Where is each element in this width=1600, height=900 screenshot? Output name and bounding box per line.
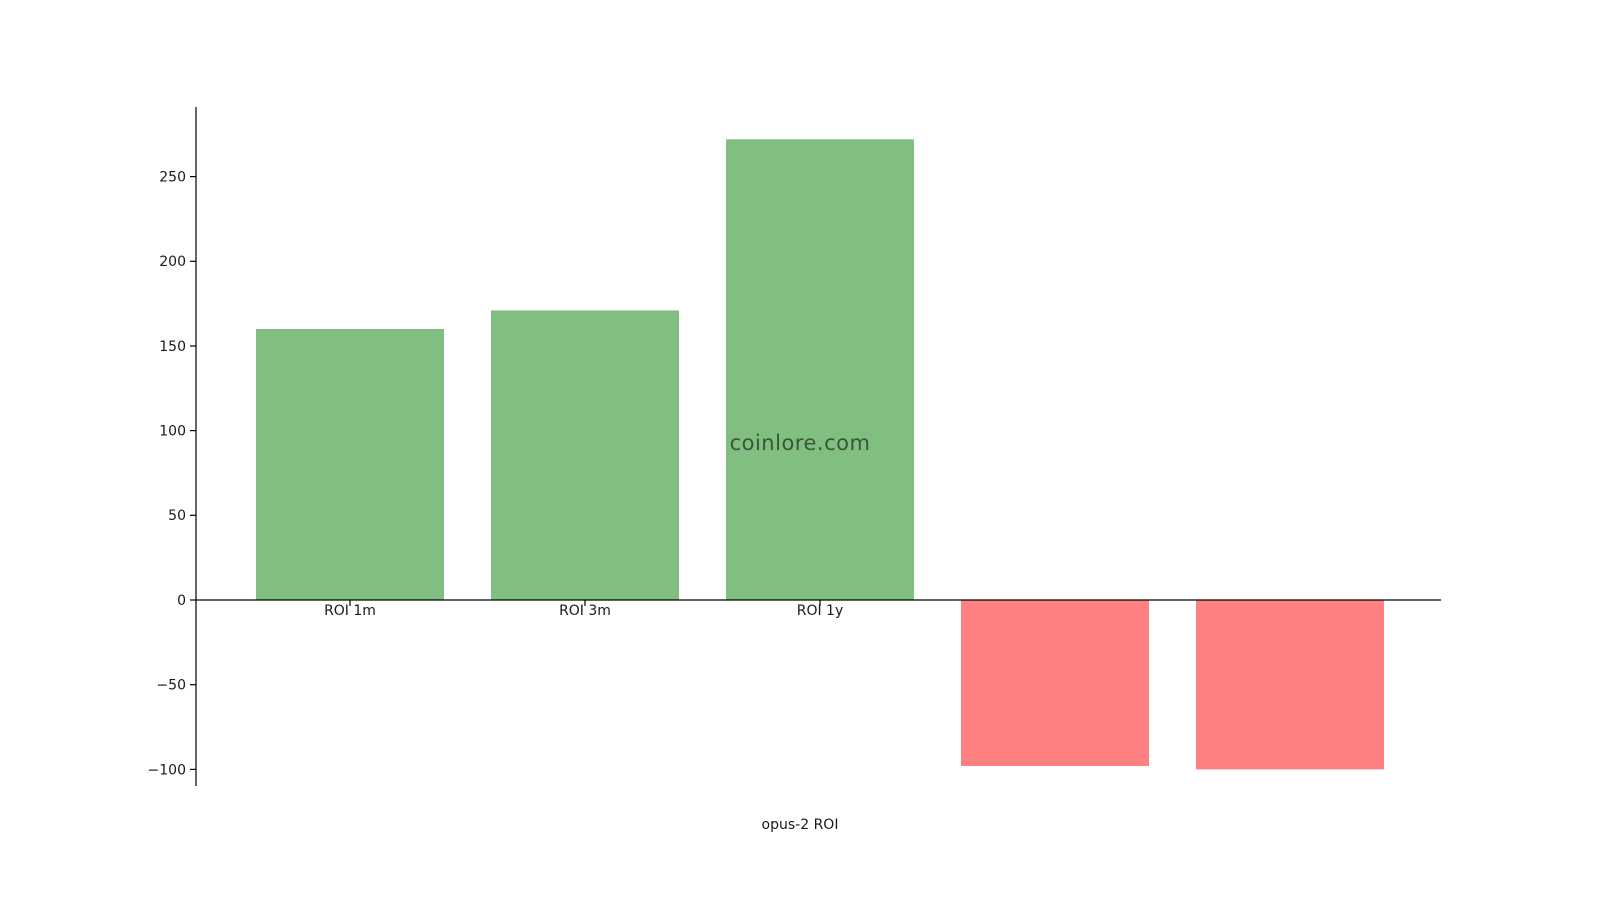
y-tick-label: 0 [177,593,186,609]
bar-unlabeled-4 [1196,600,1384,770]
y-tick-label: 100 [159,424,186,440]
x-tick-label: ROI 1y [797,603,844,619]
bar-roi-1m [256,329,444,600]
y-tick-label: 150 [159,339,186,355]
y-tick-label: −50 [156,678,186,694]
bar-roi-1y [726,139,914,601]
y-tick-label: −100 [148,762,186,778]
chart-title: opus-2 ROI [761,817,839,833]
y-tick-label: 200 [159,254,186,270]
y-tick-label: 250 [159,170,186,186]
bar-roi-3m [491,310,679,600]
y-tick-label: 50 [168,508,186,524]
x-tick-label: ROI 3m [559,603,611,619]
bar-unlabeled-3 [961,600,1149,766]
x-tick-label: ROI 1m [324,603,376,619]
